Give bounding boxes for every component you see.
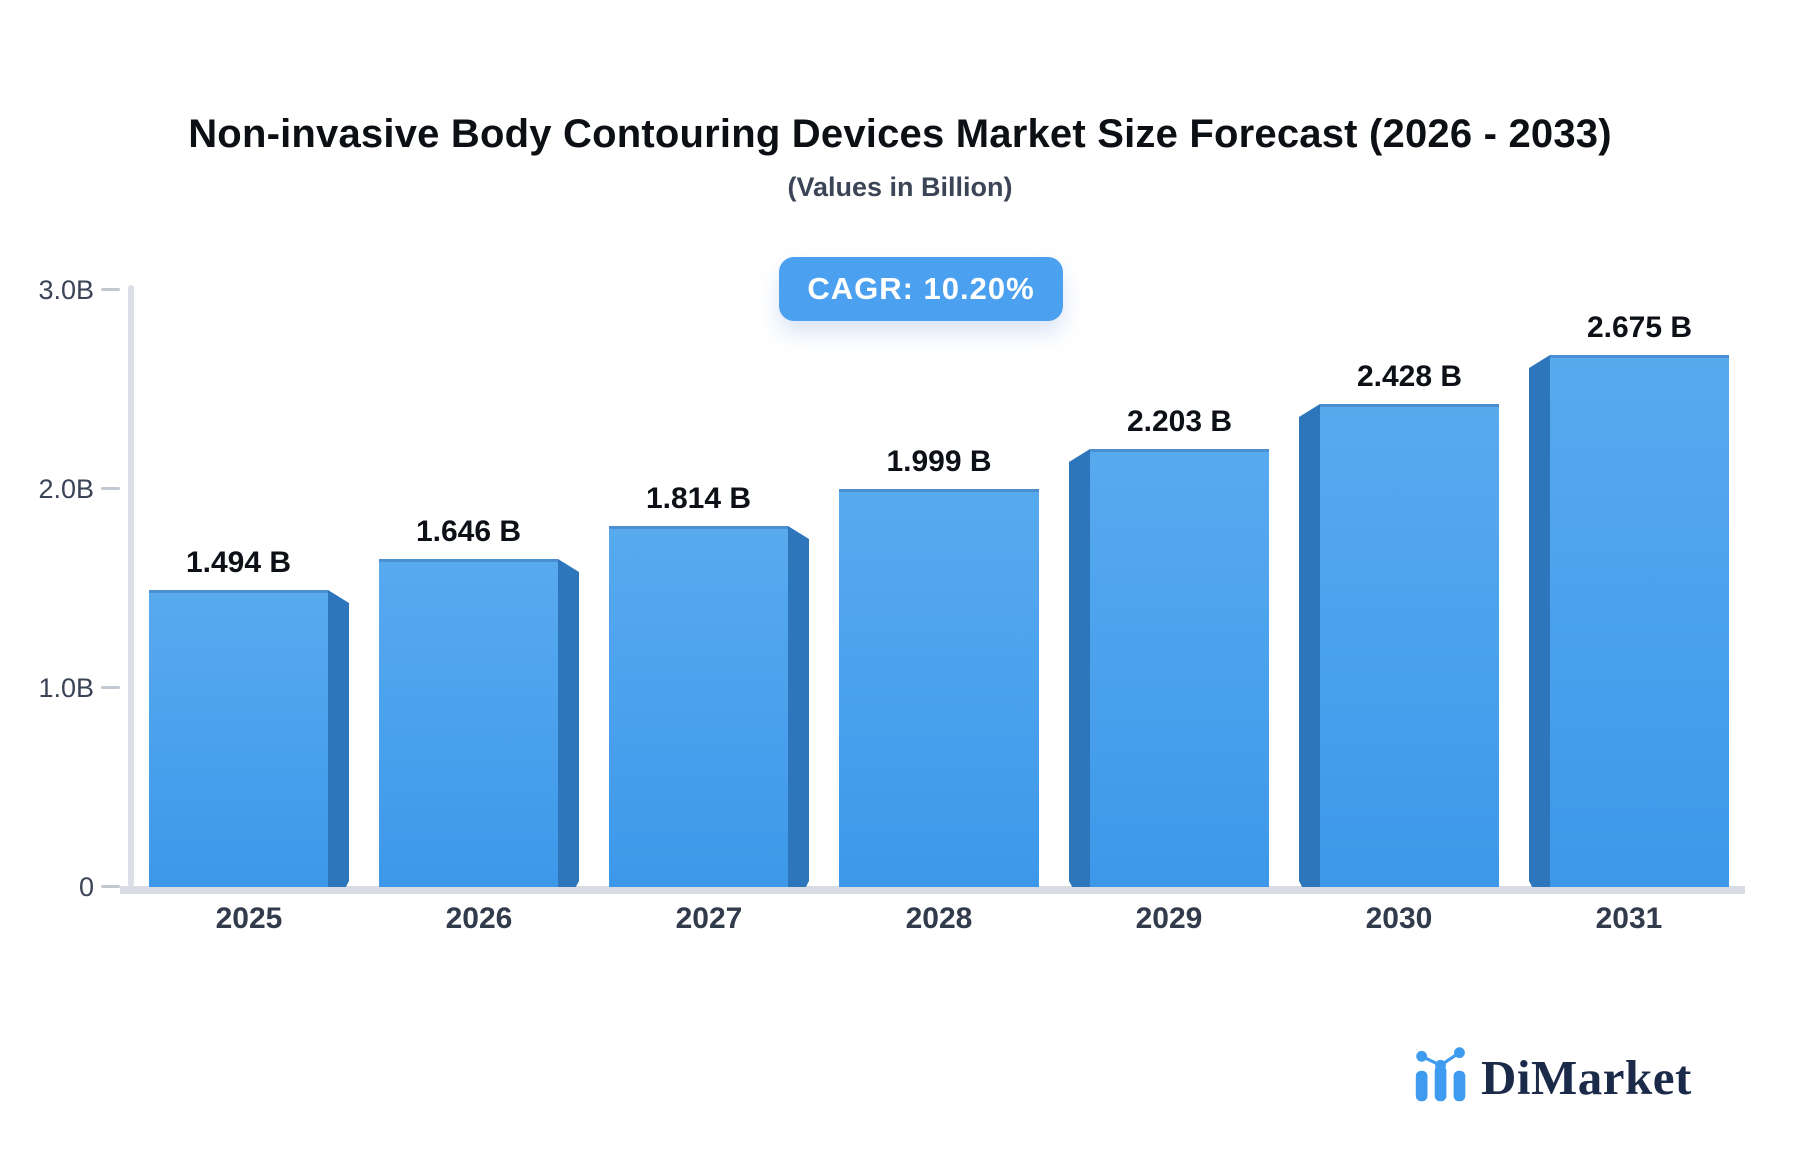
y-tick-mark bbox=[101, 686, 120, 689]
x-category-label: 2029 bbox=[1135, 902, 1203, 935]
bar-2027 bbox=[609, 526, 809, 887]
bar-side-face bbox=[788, 526, 809, 887]
bar-face bbox=[379, 559, 558, 887]
x-category-label: 2028 bbox=[905, 902, 973, 935]
bar-face bbox=[1320, 404, 1499, 887]
bar-face bbox=[1550, 355, 1729, 887]
chart-subtitle: (Values in Billion) bbox=[787, 172, 1013, 202]
bar-side-face bbox=[1069, 449, 1090, 887]
y-tick-label: 2.0B bbox=[38, 474, 94, 504]
bar-2026 bbox=[379, 559, 579, 887]
x-category-label: 2026 bbox=[445, 902, 513, 935]
bar-2029 bbox=[1069, 449, 1269, 887]
bar-value-label: 1.646 B bbox=[415, 515, 522, 548]
bar-face bbox=[839, 489, 1039, 887]
bar-chart-logo-icon bbox=[1415, 1047, 1466, 1102]
cagr-badge: CAGR: 10.20% bbox=[779, 257, 1063, 321]
bar-value-label: 1.494 B bbox=[185, 546, 292, 579]
x-category-label: 2027 bbox=[675, 902, 743, 935]
y-tick-mark bbox=[101, 885, 120, 888]
bar-2025 bbox=[149, 590, 349, 887]
bar-value-label: 1.999 B bbox=[886, 445, 992, 478]
brand-logo: DiMarket bbox=[1414, 1046, 1692, 1108]
bar-side-face bbox=[1529, 355, 1550, 887]
bar-value-label: 2.675 B bbox=[1586, 311, 1693, 344]
y-tick-label: 1.0B bbox=[38, 673, 94, 703]
bar-face bbox=[149, 590, 328, 887]
x-axis-baseline bbox=[120, 886, 1745, 894]
bar-2031 bbox=[1529, 355, 1729, 887]
y-tick-label: 0 bbox=[78, 872, 94, 902]
bar-value-label: 2.203 B bbox=[1126, 405, 1233, 438]
brand-name: DiMarket bbox=[1481, 1049, 1692, 1105]
bar-face bbox=[1090, 449, 1269, 887]
x-category-label: 2031 bbox=[1595, 902, 1663, 935]
x-category-label: 2025 bbox=[215, 902, 283, 935]
bar-value-label: 2.428 B bbox=[1356, 360, 1463, 393]
bar-2028 bbox=[839, 489, 1039, 887]
chart-title: Non-invasive Body Contouring Devices Mar… bbox=[188, 112, 1612, 156]
y-tick-mark bbox=[101, 487, 120, 490]
x-category-label: 2030 bbox=[1365, 902, 1433, 935]
y-tick-label: 3.0B bbox=[38, 275, 94, 305]
bar-value-label: 1.814 B bbox=[645, 482, 752, 515]
bar-side-face bbox=[1299, 404, 1320, 887]
y-axis-line bbox=[128, 285, 134, 887]
bar-face bbox=[609, 526, 788, 887]
bar-2030 bbox=[1299, 404, 1499, 887]
bar-side-face bbox=[558, 559, 579, 887]
y-tick-mark bbox=[101, 288, 120, 291]
bar-side-face bbox=[328, 590, 349, 887]
